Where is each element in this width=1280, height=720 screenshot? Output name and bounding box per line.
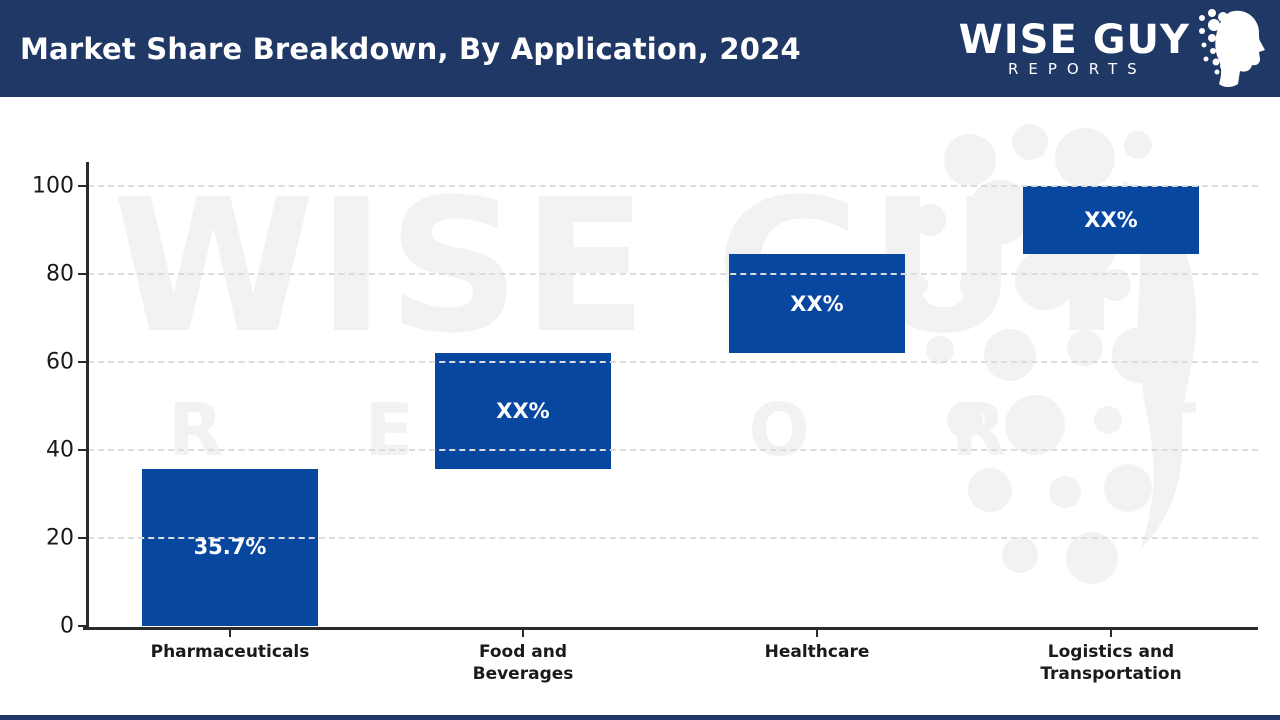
logo-subtitle: REPORTS bbox=[1007, 60, 1147, 78]
gridline bbox=[88, 537, 1258, 539]
bar-value-label: XX% bbox=[1084, 208, 1138, 233]
bar-food-and-beverages: XX% bbox=[435, 353, 611, 469]
x-axis-tick bbox=[1110, 630, 1112, 637]
watermark-subtitle: R E P O R T S bbox=[168, 388, 1280, 472]
header-bar: Market Share Breakdown, By Application, … bbox=[0, 0, 1280, 97]
y-axis-line bbox=[86, 162, 89, 630]
gridline bbox=[88, 185, 1258, 187]
y-axis-tick bbox=[78, 449, 86, 451]
y-axis-tick-label: 80 bbox=[46, 261, 74, 287]
gridline bbox=[88, 449, 1258, 451]
x-axis-tick bbox=[816, 630, 818, 637]
logo-head-icon bbox=[1192, 4, 1266, 94]
y-axis-tick bbox=[78, 625, 86, 627]
y-axis-tick bbox=[78, 185, 86, 187]
y-axis-tick-label: 40 bbox=[46, 437, 74, 463]
bar-logistics-and-transportation: XX% bbox=[1023, 186, 1199, 255]
y-axis-tick-label: 100 bbox=[32, 173, 74, 199]
footer-accent-bar bbox=[0, 715, 1280, 720]
bar-value-label: XX% bbox=[790, 291, 844, 316]
x-axis-category-label: Logistics and Transportation bbox=[1040, 642, 1182, 685]
bar-value-label: XX% bbox=[496, 399, 550, 424]
chart-plot-area: 0 20 40 60 80 100 35.7% Pharmaceuticals XX% Food … bbox=[0, 97, 1280, 715]
chart-title: Market Share Breakdown, By Application, … bbox=[20, 31, 801, 66]
logo-text: WISE GUY REPORTS bbox=[959, 20, 1190, 77]
x-axis-category-label: Pharmaceuticals bbox=[150, 642, 310, 662]
y-axis-tick bbox=[78, 537, 86, 539]
logo: WISE GUY REPORTS bbox=[959, 4, 1266, 94]
y-axis-tick-label: 60 bbox=[46, 349, 74, 375]
bar-pharmaceuticals: 35.7% bbox=[142, 468, 318, 626]
logo-wordmark: WISE GUY bbox=[958, 17, 1190, 63]
x-axis-line bbox=[83, 627, 1258, 630]
bar-healthcare: XX% bbox=[729, 254, 905, 354]
y-axis-tick bbox=[78, 273, 86, 275]
bar-value-label: 35.7% bbox=[193, 535, 267, 560]
y-axis-tick-label: 20 bbox=[46, 525, 74, 551]
x-axis-category-label: Healthcare bbox=[764, 642, 870, 662]
x-axis-tick bbox=[522, 630, 524, 637]
gridline bbox=[88, 361, 1258, 363]
y-axis-tick-label: 0 bbox=[60, 613, 74, 639]
x-axis-tick bbox=[229, 630, 231, 637]
y-axis-tick bbox=[78, 361, 86, 363]
gridline bbox=[88, 273, 1258, 275]
x-axis-category-label: Food and Beverages bbox=[472, 642, 574, 685]
watermark-head-dots-icon bbox=[870, 120, 1200, 594]
